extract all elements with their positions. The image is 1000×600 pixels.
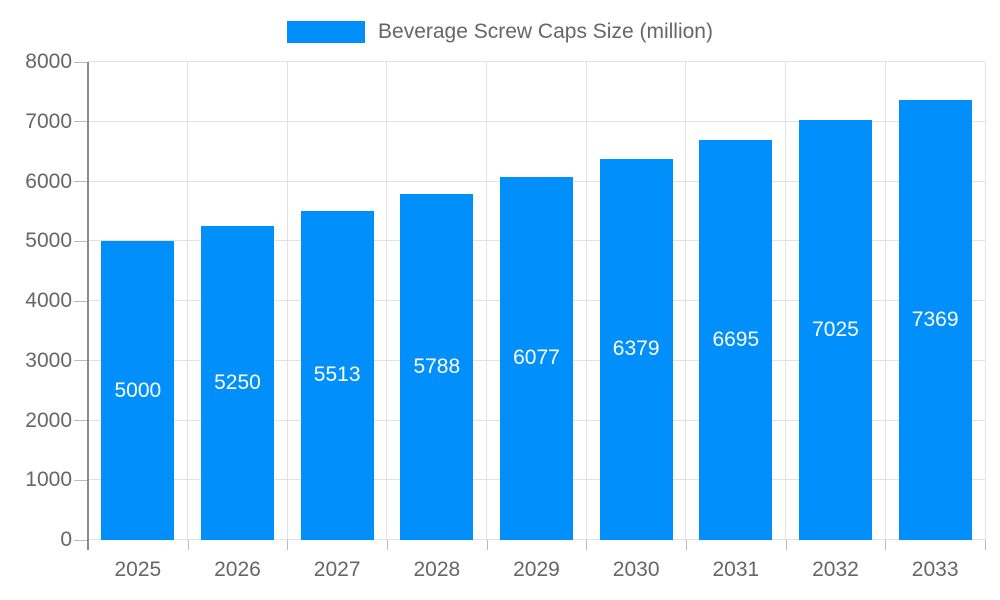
v-gridline: [486, 62, 488, 540]
x-tick: [187, 540, 189, 550]
y-tick: [74, 479, 88, 481]
v-gridline: [884, 62, 886, 540]
bar-slot: 6077: [487, 62, 587, 540]
x-tick: [885, 540, 887, 550]
bar-2030[interactable]: 6379: [599, 158, 673, 540]
v-gridline: [386, 62, 388, 540]
y-tick: [74, 420, 88, 421]
x-axis-label: 2026: [214, 558, 261, 581]
bar-slot: 7025: [786, 62, 886, 540]
y-tick: [74, 121, 88, 123]
v-gridline: [286, 62, 288, 540]
y-axis-label: 2000: [25, 408, 72, 432]
x-axis-label: 2030: [612, 558, 660, 581]
bar-value-label: 5250: [214, 371, 261, 395]
y-axis-label: 0: [60, 528, 72, 551]
bar-slot: 5513: [287, 62, 387, 540]
h-gridline: [88, 61, 985, 62]
bar-2025[interactable]: 5000: [101, 241, 175, 540]
bar-value-label: 7369: [911, 307, 959, 331]
x-axis-label: 2031: [712, 558, 760, 581]
x-axis-label: 2033: [911, 558, 959, 581]
v-gridline: [187, 62, 189, 540]
legend-swatch: [287, 21, 366, 43]
y-axis-label: 5000: [25, 229, 72, 253]
bar-2029[interactable]: 6077: [499, 176, 573, 540]
y-tick: [74, 300, 88, 302]
bar-2031[interactable]: 6695: [699, 139, 773, 540]
h-gridline: [88, 120, 985, 122]
bar-2032[interactable]: 7025: [798, 120, 872, 540]
v-gridline: [785, 62, 787, 540]
x-axis-label: 2028: [413, 558, 461, 581]
y-axis-label: 7000: [25, 109, 72, 133]
x-axis-label: 2027: [313, 558, 361, 581]
v-gridline: [984, 62, 986, 540]
x-tick: [686, 540, 687, 550]
bar-value-label: 5000: [114, 378, 162, 402]
x-axis-label: 2032: [812, 558, 859, 581]
x-axis-label: 2029: [513, 558, 560, 581]
x-tick: [387, 540, 388, 550]
x-tick: [287, 540, 289, 550]
bar-slot: 5788: [387, 62, 487, 540]
bar-slot: 5000: [88, 62, 188, 540]
legend-label: Beverage Screw Caps Size (million): [378, 20, 713, 43]
bar-2033[interactable]: 7369: [898, 99, 972, 540]
y-tick: [74, 360, 88, 362]
bar-slot: 7369: [885, 62, 985, 540]
bar-2026[interactable]: 5250: [200, 226, 274, 540]
x-tick: [985, 540, 986, 550]
y-axis-label: 6000: [25, 169, 72, 193]
x-tick: [486, 540, 488, 550]
bar-value-label: 5513: [313, 363, 361, 387]
bar-value-label: 6695: [712, 327, 760, 351]
v-gridline: [585, 62, 587, 540]
plot-area: 5000 5250 5513 5788 6077 6379 6695 7025 7369: [87, 61, 986, 540]
legend[interactable]: Beverage Screw Caps Size (million): [0, 20, 1000, 44]
y-axis-label: 8000: [25, 50, 72, 73]
y-axis-label: 3000: [25, 348, 72, 372]
bar-slot: 5250: [188, 62, 288, 540]
x-tick: [586, 540, 588, 550]
bar-2027[interactable]: 5513: [300, 210, 374, 540]
y-tick: [74, 61, 88, 63]
bar-value-label: 5788: [413, 355, 461, 379]
v-gridline: [685, 62, 687, 540]
bar-value-label: 6379: [612, 337, 660, 361]
y-tick: [74, 539, 88, 541]
y-axis-label: 1000: [25, 468, 72, 492]
y-axis-line: [87, 62, 89, 550]
x-axis-label: 2025: [114, 558, 162, 581]
bar-slot: 6695: [686, 62, 786, 540]
bar-2028[interactable]: 5788: [400, 194, 474, 540]
y-axis-label: 4000: [25, 289, 72, 312]
y-tick: [74, 181, 88, 182]
bar-value-label: 6077: [513, 346, 560, 370]
x-tick: [785, 540, 787, 550]
y-tick: [74, 240, 88, 242]
bar-value-label: 7025: [812, 318, 859, 342]
bar-slot: 6379: [586, 62, 686, 540]
